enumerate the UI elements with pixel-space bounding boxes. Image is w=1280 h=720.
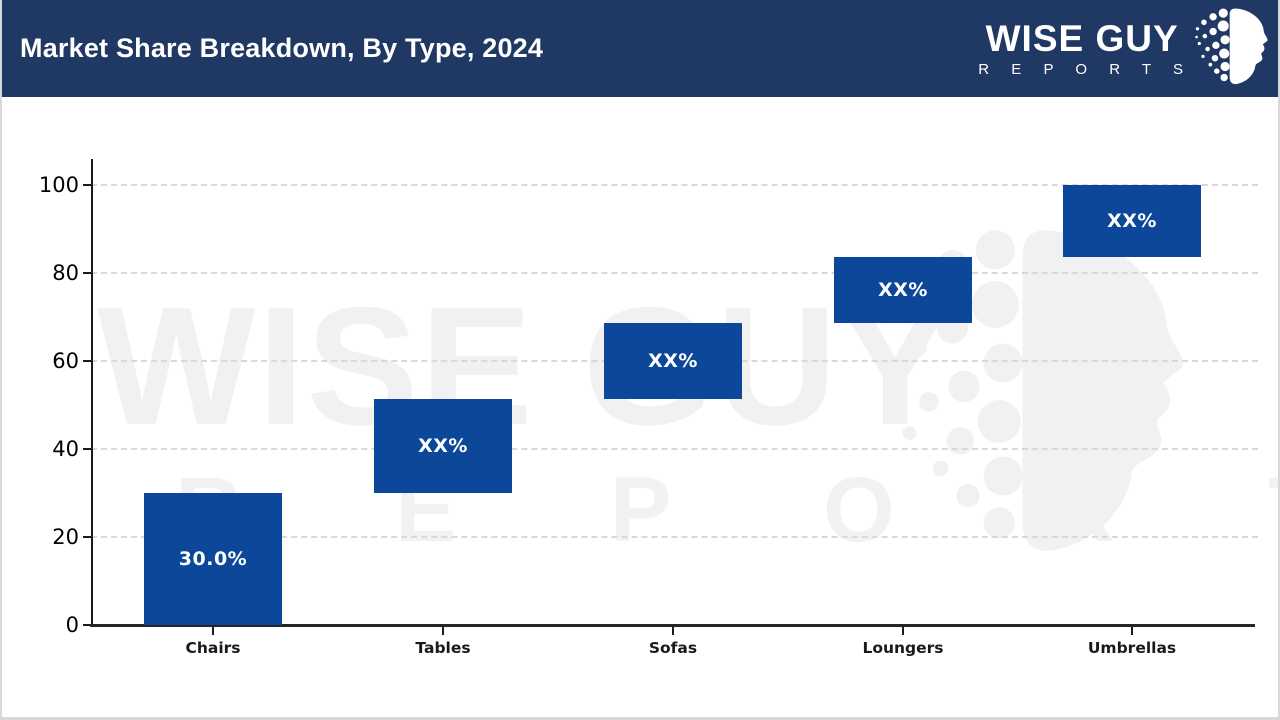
x-category-label-sofas: Sofas [648, 639, 698, 657]
x-axis-line [90, 624, 1255, 627]
x-tick-sofas [672, 627, 674, 635]
y-tick-0 [83, 624, 91, 626]
bar-value-label-umbrellas: XX% [1107, 210, 1157, 233]
bar-value-label-tables: XX% [418, 435, 468, 458]
gridline-20 [91, 536, 1258, 538]
y-tick-label-40: 40 [52, 437, 79, 461]
bar-chairs: 30.0% [144, 493, 282, 625]
x-category-label-loungers: Loungers [862, 639, 944, 657]
logo-wordmark: WISE GUY [985, 18, 1179, 59]
chart-area: WISE GUY R E P O R T S 02040608010030.0%… [2, 97, 1278, 717]
y-tick-label-60: 60 [52, 349, 79, 373]
y-tick-label-20: 20 [52, 525, 79, 549]
header: Market Share Breakdown, By Type, 2024 WI… [2, 0, 1278, 97]
gridline-40 [91, 448, 1258, 450]
logo-subtitle: R E P O R T S [978, 61, 1192, 78]
y-tick-40 [83, 448, 91, 450]
x-tick-chairs [212, 627, 214, 635]
y-axis-line [91, 159, 93, 625]
y-tick-60 [83, 360, 91, 362]
y-tick-20 [83, 536, 91, 538]
bar-value-label-sofas: XX% [648, 350, 698, 373]
x-tick-umbrellas [1131, 627, 1133, 635]
page-title: Market Share Breakdown, By Type, 2024 [20, 33, 544, 63]
x-tick-tables [442, 627, 444, 635]
y-tick-100 [83, 184, 91, 186]
gridline-80 [91, 272, 1258, 274]
y-tick-label-100: 100 [38, 173, 79, 197]
bar-value-label-chairs: 30.0% [178, 548, 248, 570]
bar-value-label-loungers: XX% [878, 279, 928, 302]
x-category-label-tables: Tables [415, 639, 471, 657]
gridline-100 [91, 184, 1258, 186]
x-tick-loungers [902, 627, 904, 635]
bar-loungers: XX% [834, 257, 972, 324]
bar-umbrellas: XX% [1063, 185, 1201, 258]
logo-text: WISE GUY R E P O R T S [972, 20, 1192, 77]
logo-head-icon [1195, 8, 1268, 84]
y-tick-80 [83, 272, 91, 274]
y-tick-label-80: 80 [52, 261, 79, 285]
bar-sofas: XX% [604, 323, 742, 400]
x-category-label-umbrellas: Umbrellas [1087, 639, 1177, 657]
wise-guy-logo: WISE GUY R E P O R T S [972, 3, 1274, 95]
y-tick-label-0: 0 [65, 613, 79, 637]
x-category-label-chairs: Chairs [185, 639, 241, 657]
bar-tables: XX% [374, 399, 512, 493]
